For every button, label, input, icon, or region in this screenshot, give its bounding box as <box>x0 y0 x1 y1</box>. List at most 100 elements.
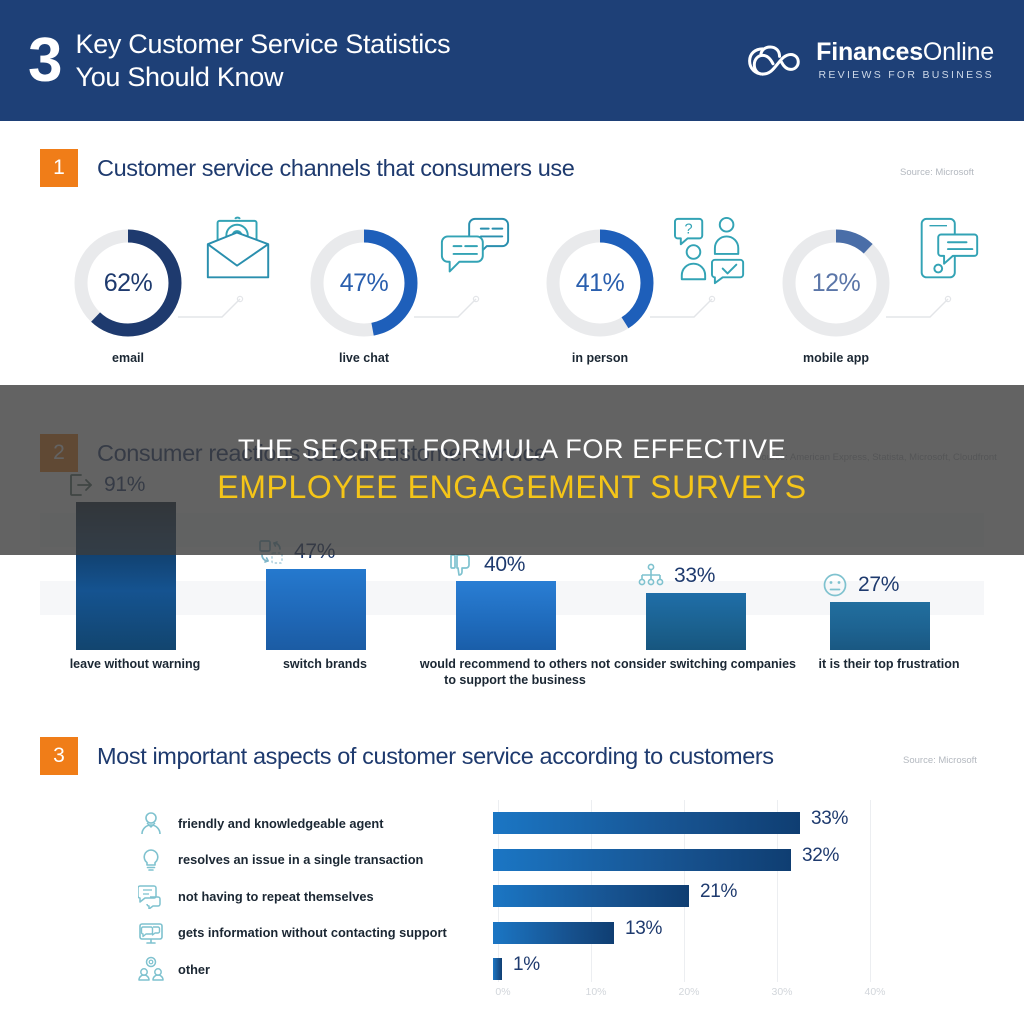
title-overlay-banner: THE SECRET FORMULA FOR EFFECTIVE EMPLOYE… <box>0 385 1024 555</box>
leader-line <box>414 295 480 318</box>
neutral-face-icon <box>823 573 847 597</box>
aspect-value-self-service: 13% <box>625 917 663 939</box>
page-title-line2: You Should Know <box>75 61 284 92</box>
chat-bubbles-icon <box>440 217 510 273</box>
column-bar <box>830 602 930 650</box>
gridline <box>777 800 778 982</box>
section-3-source: Source: Microsoft <box>903 755 977 766</box>
column-caption-consider-switching-companies: consider switching companies <box>614 657 796 671</box>
header-big-number: 3 <box>28 25 62 95</box>
aspect-bar <box>493 885 689 907</box>
section-1-badge: 1 <box>40 149 78 187</box>
repeat-chat-icon <box>138 885 161 910</box>
page-title-line1: Key Customer Service Statistics <box>75 28 451 59</box>
column-item-top-frustration: 27% it is their top frustration <box>794 485 984 671</box>
leader-line <box>178 295 244 318</box>
important-aspects-bar-chart: 0% 10% 20% 30% 40% friendly and knowledg… <box>0 735 1024 1024</box>
agents-question-icon: ? <box>674 216 745 285</box>
column-item-would-recommend-not-to-support: 40% would recommend to others not to sup… <box>420 485 610 687</box>
leader-line <box>886 295 952 318</box>
x-tick-30: 30% <box>771 986 793 998</box>
donut-label-live-chat: live chat <box>338 351 390 365</box>
section-1-heading: 1 Customer service channels that consume… <box>40 149 575 187</box>
logo-text-block: FinancesOnline REVIEWS FOR BUSINESS <box>816 40 994 82</box>
aspect-label-friendly-agent: friendly and knowledgeable agent <box>178 815 384 831</box>
svg-text:?: ? <box>685 222 693 238</box>
section-1-source: Source: Microsoft <box>900 167 974 178</box>
x-tick-20: 20% <box>678 986 700 998</box>
column-caption-leave-without-warning: leave without warning <box>69 657 201 671</box>
donut-value-live-chat: 47% <box>339 268 389 297</box>
column-value-would-recommend-not-to-support: 40% <box>484 553 526 576</box>
donut-ring-email: 62% <box>68 223 188 343</box>
page-header: 3 Key Customer Service Statistics You Sh… <box>0 0 1024 121</box>
donut-value-email: 62% <box>103 268 153 297</box>
logo-wordmark: FinancesOnline <box>816 40 994 65</box>
aspect-bar <box>493 921 614 944</box>
donut-label-mobile-app: mobile app <box>803 351 869 365</box>
section-3-heading: 3 Most important aspects of customer ser… <box>40 737 774 775</box>
aspect-bar <box>493 958 502 980</box>
aspect-rows: friendly and knowledgeable agent 33% res… <box>138 805 898 988</box>
logo-name-thin: Online <box>922 38 994 66</box>
donut-item-live-chat: 47% live chat <box>294 215 530 390</box>
aspect-row-single-transaction: resolves an issue in a single transactio… <box>138 842 898 879</box>
gridline <box>870 800 871 982</box>
section-1-title: Customer service channels that consumers… <box>97 154 575 181</box>
overlay-line-2: EMPLOYEE ENGAGEMENT SURVEYS <box>217 469 807 505</box>
page-title: Key Customer Service Statistics You Shou… <box>75 28 450 94</box>
column-caption-switch-brands: switch brands <box>282 657 368 671</box>
mobile-chat-icon <box>920 217 979 279</box>
org-chart-icon <box>638 563 664 586</box>
column-head: 40% <box>448 552 525 578</box>
section-3-badge: 3 <box>40 737 78 775</box>
column-item-consider-switching-companies: 33% consider switching companies <box>610 485 800 671</box>
overlay-line-1: THE SECRET FORMULA FOR EFFECTIVE <box>237 434 787 464</box>
thumbs-down-icon <box>450 554 470 576</box>
aspect-row-no-repeat: not having to repeat themselves 21% <box>138 878 898 915</box>
logo-tagline: REVIEWS FOR BUSINESS <box>818 69 994 81</box>
channels-donut-chart: 62% email <box>0 215 1024 390</box>
brand-logo: FinancesOnline REVIEWS FOR BUSINESS <box>744 39 994 83</box>
column-caption-top-frustration: it is their top frustration <box>818 657 960 671</box>
column-bar <box>266 569 366 650</box>
aspect-value-single-transaction: 32% <box>802 844 840 866</box>
column-bar <box>456 581 556 650</box>
users-lock-icon <box>138 957 164 981</box>
aspect-bar-wrap: 1% <box>493 951 898 988</box>
support-agent-icon <box>141 812 161 835</box>
column-value-top-frustration: 27% <box>858 573 900 596</box>
section-3-title: Most important aspects of customer servi… <box>97 742 774 769</box>
aspect-bar-wrap: 13% <box>493 915 898 952</box>
aspect-row-self-service: gets information without contacting supp… <box>138 915 898 952</box>
donut-item-mobile-app: 12% mobile app <box>766 215 1002 390</box>
aspect-value-no-repeat: 21% <box>700 881 738 902</box>
envelope-at-icon <box>206 216 270 279</box>
donut-label-email: email <box>112 351 144 365</box>
aspect-bar-wrap: 32% <box>493 842 898 879</box>
aspect-label-self-service: gets information without contacting supp… <box>178 925 447 941</box>
aspect-bar-wrap: 21% <box>493 878 898 915</box>
aspect-label-single-transaction: resolves an issue in a single transactio… <box>178 852 424 868</box>
donut-ring-mobile-app: 12% <box>776 223 896 343</box>
column-head: 27% <box>822 572 899 598</box>
donut-ring-in-person: 41% <box>540 223 660 343</box>
leader-line <box>650 295 716 318</box>
aspect-label-other: other <box>178 961 210 977</box>
column-caption-would-recommend-not-to-support: would recommend to others not to support… <box>419 657 611 687</box>
aspect-bar-wrap: 33% <box>493 805 898 842</box>
donut-label-in-person: in person <box>571 351 629 365</box>
donut-item-in-person: 41% ? in person <box>530 215 766 390</box>
aspect-label-no-repeat: not having to repeat themselves <box>178 888 374 904</box>
x-tick-10: 10% <box>585 986 607 998</box>
column-item-switch-brands: 47% switch brands <box>230 485 420 671</box>
aspect-bar <box>493 848 791 871</box>
donut-value-in-person: 41% <box>575 268 625 297</box>
x-tick-40: 40% <box>864 986 886 998</box>
donut-ring-live-chat: 47% <box>304 223 424 343</box>
column-value-consider-switching-companies: 33% <box>674 564 716 587</box>
header-title-group: 3 Key Customer Service Statistics You Sh… <box>28 25 451 95</box>
donut-value-mobile-app: 12% <box>811 268 861 297</box>
aspect-value-other: 1% <box>513 954 540 975</box>
